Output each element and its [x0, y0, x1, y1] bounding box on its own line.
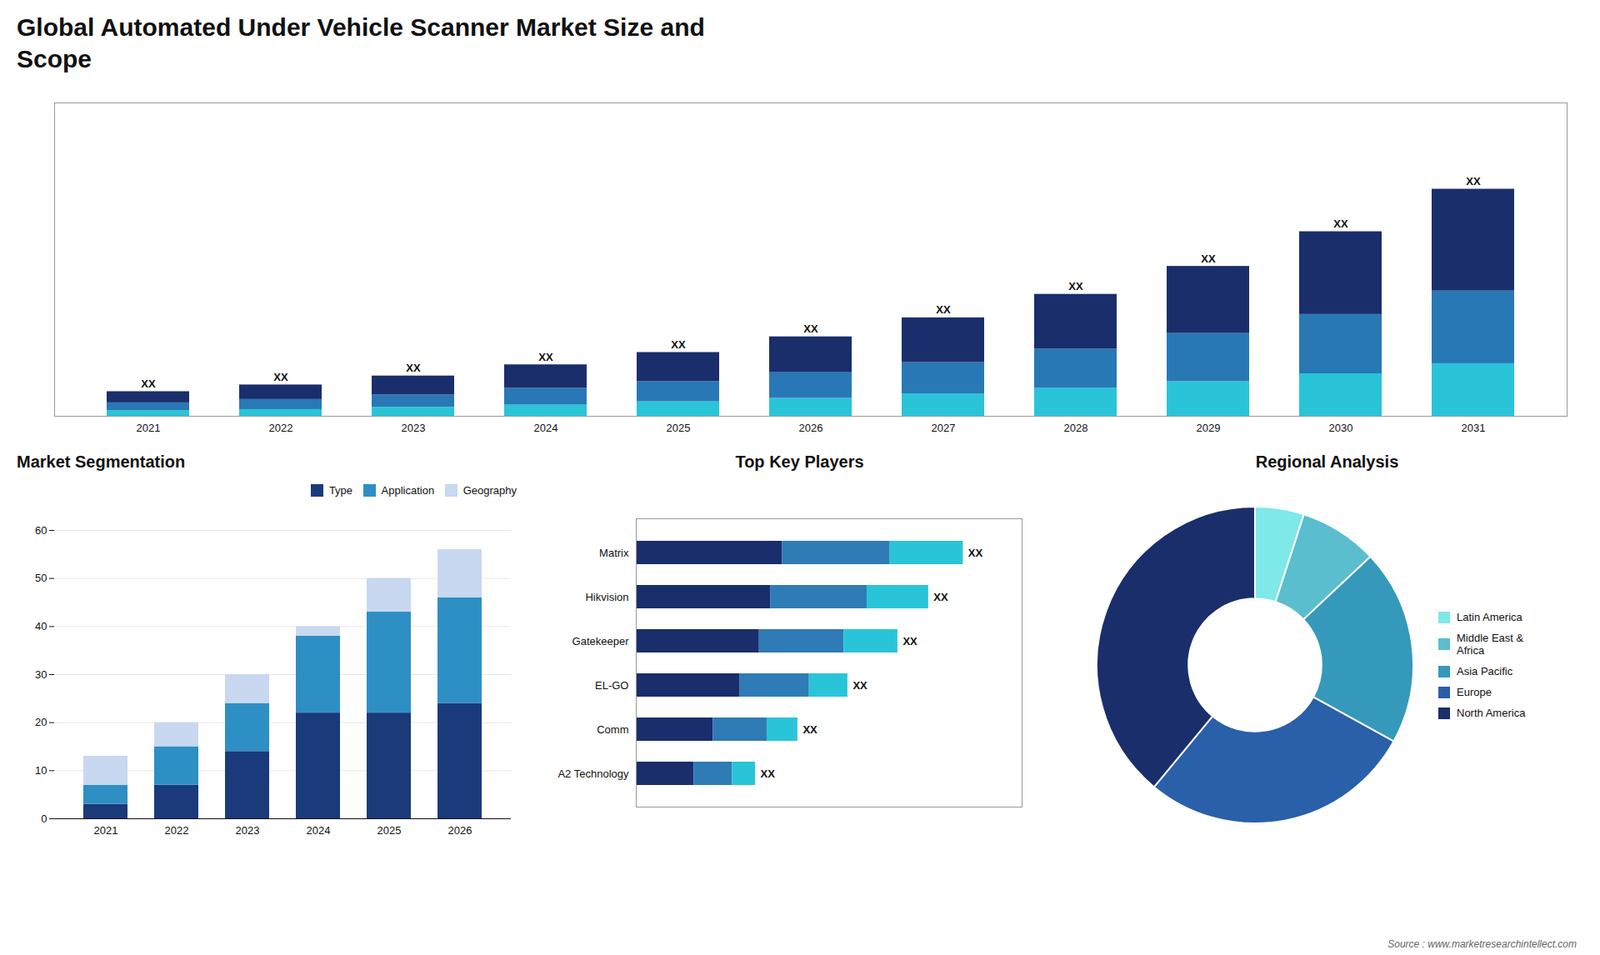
svg-text:2025: 2025	[666, 421, 691, 435]
svg-text:Gatekeeper: Gatekeeper	[572, 635, 630, 648]
svg-text:XX: XX	[538, 350, 554, 364]
svg-text:Matrix: Matrix	[599, 546, 630, 560]
svg-text:XX: XX	[802, 723, 818, 736]
html-text:Latin America: Latin America	[1456, 610, 1523, 624]
svg-text:2027: 2027	[931, 421, 956, 435]
svg-text:2021: 2021	[136, 421, 161, 435]
html-text:Source : www.marketresearchint: Source : www.marketresearchintellect.com	[1387, 938, 1577, 950]
svg-text:60: 60	[35, 523, 47, 536]
svg-text:2024: 2024	[534, 421, 559, 435]
svg-text:10: 10	[35, 763, 47, 776]
svg-text:XX: XX	[935, 303, 951, 316]
svg-text:2023: 2023	[401, 421, 426, 435]
svg-text:2022: 2022	[165, 823, 190, 836]
svg-text:2021: 2021	[94, 823, 119, 836]
svg-text:20: 20	[35, 715, 47, 729]
svg-text:XX: XX	[968, 546, 984, 560]
html-text:Application: Application	[381, 484, 435, 497]
svg-text:EL-GO: EL-GO	[595, 679, 629, 692]
svg-text:30: 30	[35, 667, 47, 680]
svg-text:2026: 2026	[448, 823, 473, 836]
svg-text:2030: 2030	[1329, 421, 1354, 435]
svg-text:2023: 2023	[235, 823, 260, 836]
html-text:Regional Analysis: Regional Analysis	[1255, 452, 1399, 471]
svg-text:2024: 2024	[306, 823, 331, 836]
svg-text:XX: XX	[902, 635, 918, 648]
svg-text:Comm: Comm	[596, 723, 629, 736]
html-text:Middle East & Africa: Middle East & Africa	[1456, 631, 1524, 657]
svg-text:XX: XX	[1465, 175, 1481, 188]
html-text:Type: Type	[329, 484, 353, 497]
svg-text:2029: 2029	[1196, 421, 1221, 435]
svg-text:0: 0	[40, 811, 47, 825]
svg-text:2028: 2028	[1064, 421, 1089, 435]
html-text:Europe: Europe	[1456, 685, 1492, 699]
svg-text:2022: 2022	[269, 421, 294, 435]
svg-text:XX: XX	[273, 370, 289, 384]
svg-text:XX: XX	[405, 361, 421, 375]
html-text:Market Segmentation: Market Segmentation	[16, 452, 186, 471]
svg-text:XX: XX	[933, 590, 949, 604]
html-text:Asia Pacific: Asia Pacific	[1456, 665, 1513, 678]
svg-text:Hikvision: Hikvision	[585, 590, 629, 604]
svg-text:2025: 2025	[377, 823, 402, 836]
svg-text:2026: 2026	[799, 421, 824, 435]
html-text:Global Automated Under Vehicle: Global Automated Under Vehicle Scanner M…	[16, 13, 705, 73]
svg-text:XX: XX	[140, 377, 156, 390]
svg-text:XX: XX	[803, 322, 819, 335]
html-text:North America: North America	[1456, 706, 1526, 720]
svg-text:XX: XX	[1200, 252, 1216, 265]
html-text:Top Key Players: Top Key Players	[735, 452, 864, 471]
html-text:Geography: Geography	[463, 484, 517, 497]
svg-text:A2 Technology: A2 Technology	[557, 767, 630, 780]
svg-text:XX: XX	[760, 767, 776, 780]
svg-text:XX: XX	[1068, 280, 1084, 293]
svg-text:50: 50	[35, 571, 47, 585]
svg-text:XX: XX	[1333, 217, 1349, 230]
svg-text:XX: XX	[670, 338, 686, 351]
svg-text:XX: XX	[852, 679, 868, 692]
svg-text:2031: 2031	[1461, 421, 1486, 435]
svg-text:40: 40	[35, 619, 47, 632]
